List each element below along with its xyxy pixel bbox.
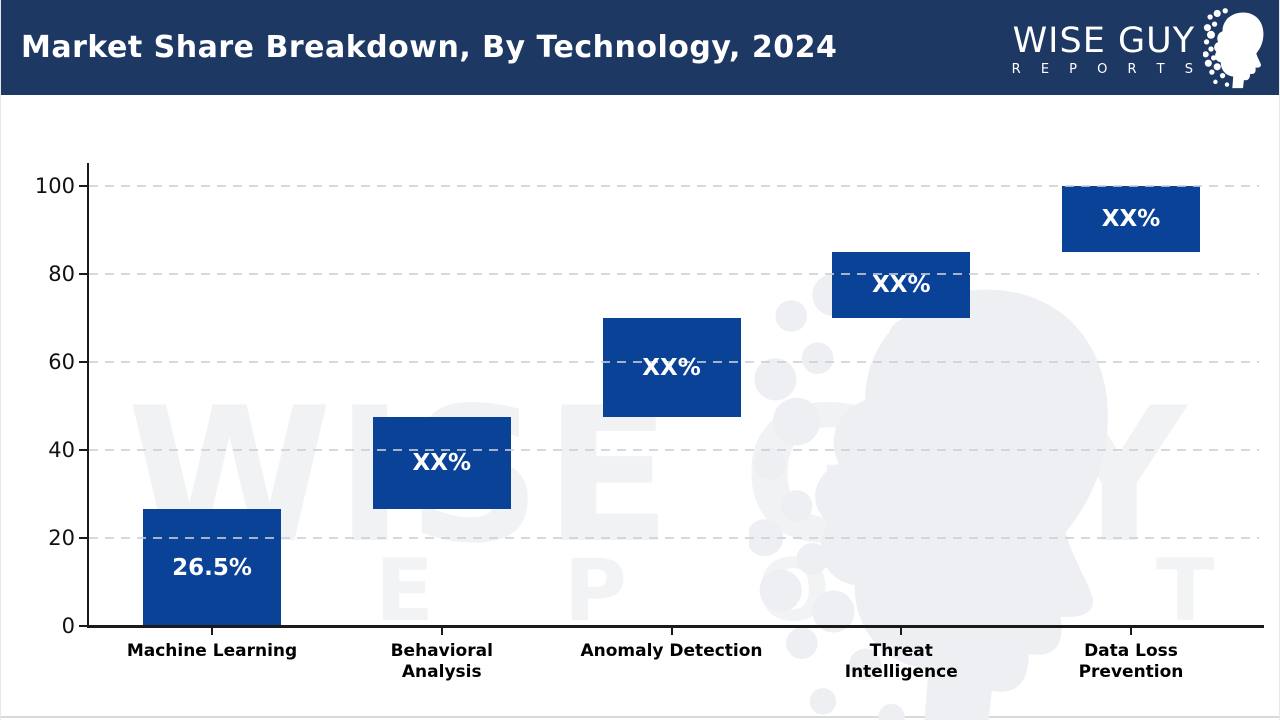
page-title: Market Share Breakdown, By Technology, 2… (21, 30, 838, 65)
chart-plot-area: WISE GUY R E P O R T S 02040608010026.5%… (1, 95, 1279, 720)
y-axis-tick-mark (79, 273, 88, 275)
bar-value-label: XX% (871, 272, 931, 299)
x-axis-tick-mark (1130, 628, 1132, 635)
y-axis-tick-label: 40 (48, 438, 75, 462)
bar-value-label: XX% (412, 450, 471, 477)
logo-text: WISE GUY R E P O R T S (1007, 21, 1201, 77)
x-axis-tick-mark (670, 628, 673, 635)
gridline (89, 537, 1259, 539)
y-axis-tick-label: 0 (61, 614, 75, 638)
watermark-subtitle: R E P O R T S (179, 541, 1279, 641)
bar-value-label: XX% (642, 354, 701, 381)
bar-segment (372, 417, 511, 510)
x-axis-line (87, 625, 1264, 628)
y-axis-line (87, 163, 89, 628)
wise-guy-reports-logo: WISE GUY R E P O R T S (1007, 8, 1267, 90)
y-axis-tick-mark (79, 449, 88, 451)
bottom-border-line (1, 716, 1279, 718)
category-label: Machine Learning (126, 641, 298, 661)
y-axis-tick-label: 20 (48, 526, 75, 550)
logo-subtitle: R E P O R T S (1011, 62, 1201, 77)
bar-segment (602, 318, 741, 418)
y-axis-tick-mark (79, 537, 88, 539)
y-axis-tick-mark (79, 625, 88, 627)
x-axis-tick-mark (440, 628, 443, 635)
category-label: Behavioral Analysis (390, 641, 493, 682)
gridline (89, 449, 1259, 451)
bar-segment (832, 252, 971, 319)
y-axis-tick-mark (79, 361, 88, 363)
y-axis-tick-label: 100 (34, 174, 75, 198)
x-axis-tick-mark (211, 628, 213, 635)
gridline (89, 273, 1259, 275)
gridline (89, 361, 1259, 363)
category-label: Threat Intelligence (844, 641, 958, 682)
y-axis-tick-label: 60 (48, 350, 75, 374)
gridline (89, 185, 1259, 187)
y-axis-tick-mark (79, 185, 88, 187)
dotted-head-logo-icon (1203, 8, 1264, 89)
x-axis-tick-mark (900, 628, 903, 635)
category-label: Data Loss Prevention (1078, 641, 1184, 682)
y-axis-tick-label: 80 (48, 262, 75, 286)
header-bar: Market Share Breakdown, By Technology, 2… (1, 0, 1279, 95)
bar-value-label: 26.5% (172, 554, 252, 581)
bar-segment (143, 509, 281, 626)
bar-value-label: XX% (1101, 206, 1161, 233)
bar-segment (1062, 186, 1200, 253)
logo-wordmark: WISE GUY (1012, 21, 1196, 61)
category-label: Anomaly Detection (580, 641, 763, 661)
